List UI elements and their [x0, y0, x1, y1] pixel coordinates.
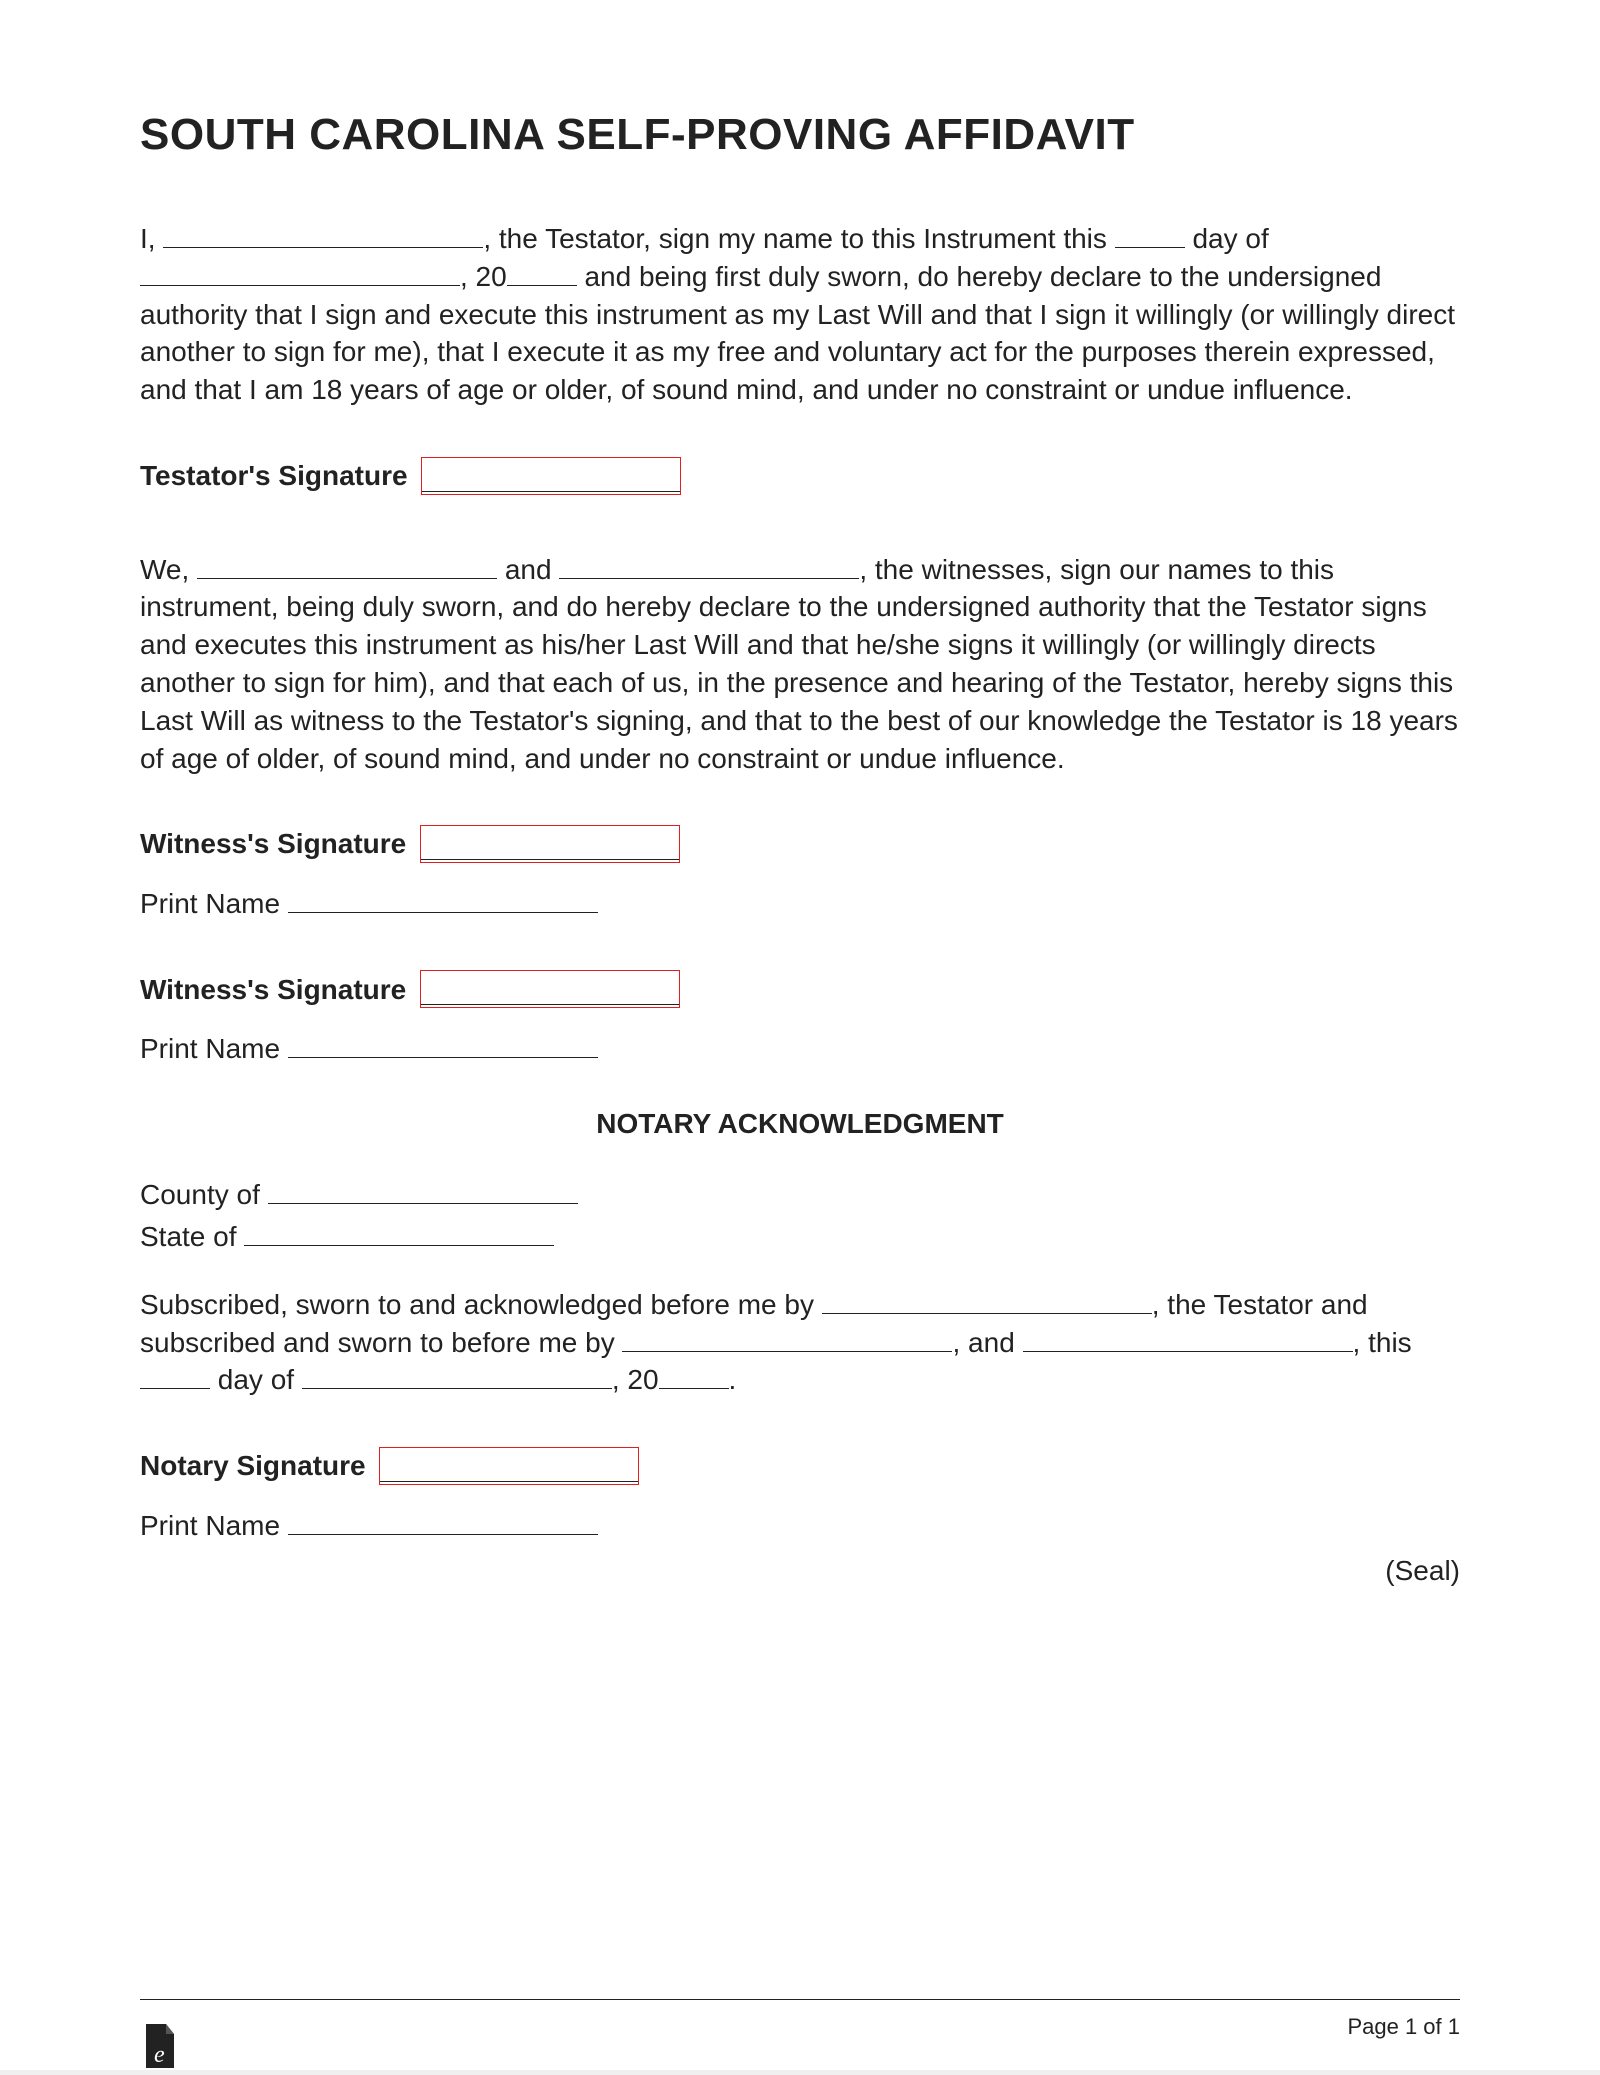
np-t4: , this: [1353, 1327, 1412, 1358]
p2-t3: , the witnesses, sign our names to this …: [140, 554, 1458, 774]
p1-t2: , the Testator, sign my name to this Ins…: [483, 223, 1114, 254]
notary-acknowledgment-paragraph: Subscribed, sworn to and acknowledged be…: [140, 1286, 1460, 1399]
notary-signature-line: Notary Signature: [140, 1447, 1460, 1487]
notary-heading: NOTARY ACKNOWLEDGMENT: [140, 1108, 1460, 1140]
witness1-signature-line: Witness's Signature: [140, 825, 1460, 865]
witness1-print-name-label: Print Name: [140, 888, 288, 919]
witness1-name-blank[interactable]: [197, 551, 497, 579]
ack-year-blank[interactable]: [659, 1361, 729, 1389]
month-blank[interactable]: [140, 258, 460, 286]
p2-t2: and: [497, 554, 559, 585]
page-number: Page 1 of 1: [1347, 2014, 1460, 2040]
state-blank[interactable]: [244, 1218, 554, 1246]
witness1-signature-label: Witness's Signature: [140, 828, 406, 859]
witness2-name-blank[interactable]: [559, 551, 859, 579]
testator-signature-line: Testator's Signature: [140, 457, 1460, 497]
witness-declaration-paragraph: We, and , the witnesses, sign our names …: [140, 551, 1460, 778]
witness1-print-name-line: Print Name: [140, 885, 1460, 923]
witness2-print-name-blank[interactable]: [288, 1030, 598, 1058]
np-t1: Subscribed, sworn to and acknowledged be…: [140, 1289, 822, 1320]
p1-t4: , 20: [460, 261, 507, 292]
witness2-signature-field[interactable]: [420, 970, 680, 1008]
ack-day-blank[interactable]: [140, 1361, 210, 1389]
np-t5: day of: [210, 1364, 302, 1395]
np-t3: , and: [952, 1327, 1022, 1358]
document-title: SOUTH CAROLINA SELF-PROVING AFFIDAVIT: [140, 110, 1460, 160]
p2-t1: We,: [140, 554, 197, 585]
svg-text:e: e: [154, 2042, 165, 2068]
seal-label: (Seal): [1385, 1555, 1460, 1587]
witness2-print-name-line: Print Name: [140, 1030, 1460, 1068]
state-line: State of: [140, 1218, 1460, 1256]
witness2-signature-label: Witness's Signature: [140, 974, 406, 1005]
witness1-signature-field[interactable]: [420, 825, 680, 863]
np-t7: .: [729, 1364, 737, 1395]
day-blank[interactable]: [1115, 220, 1185, 248]
state-label: State of: [140, 1221, 244, 1252]
ack-witness1-blank[interactable]: [622, 1324, 952, 1352]
witness2-signature-line: Witness's Signature: [140, 971, 1460, 1011]
witness1-print-name-blank[interactable]: [288, 885, 598, 913]
notary-signature-label: Notary Signature: [140, 1450, 366, 1481]
p1-t1: I,: [140, 223, 163, 254]
testator-declaration-paragraph: I, , the Testator, sign my name to this …: [140, 220, 1460, 409]
ack-month-blank[interactable]: [302, 1361, 612, 1389]
page-footer: e Page 1 of 1: [140, 1999, 1460, 2010]
ack-witness2-blank[interactable]: [1023, 1324, 1353, 1352]
eforms-logo-icon: e: [140, 2022, 180, 2075]
ack-testator-blank[interactable]: [822, 1286, 1152, 1314]
notary-print-name-line: Print Name: [140, 1507, 1460, 1545]
testator-signature-label: Testator's Signature: [140, 460, 408, 491]
notary-signature-field[interactable]: [379, 1447, 639, 1485]
testator-name-blank[interactable]: [163, 220, 483, 248]
np-t6: , 20: [612, 1364, 659, 1395]
notary-print-name-label: Print Name: [140, 1510, 288, 1541]
county-label: County of: [140, 1179, 268, 1210]
year-blank[interactable]: [507, 258, 577, 286]
notary-print-name-blank[interactable]: [288, 1507, 598, 1535]
affidavit-page: SOUTH CAROLINA SELF-PROVING AFFIDAVIT I,…: [0, 0, 1600, 2070]
testator-signature-field[interactable]: [421, 457, 681, 495]
county-blank[interactable]: [268, 1176, 578, 1204]
witness2-print-name-label: Print Name: [140, 1033, 288, 1064]
p1-t3: day of: [1185, 223, 1269, 254]
county-line: County of: [140, 1176, 1460, 1214]
